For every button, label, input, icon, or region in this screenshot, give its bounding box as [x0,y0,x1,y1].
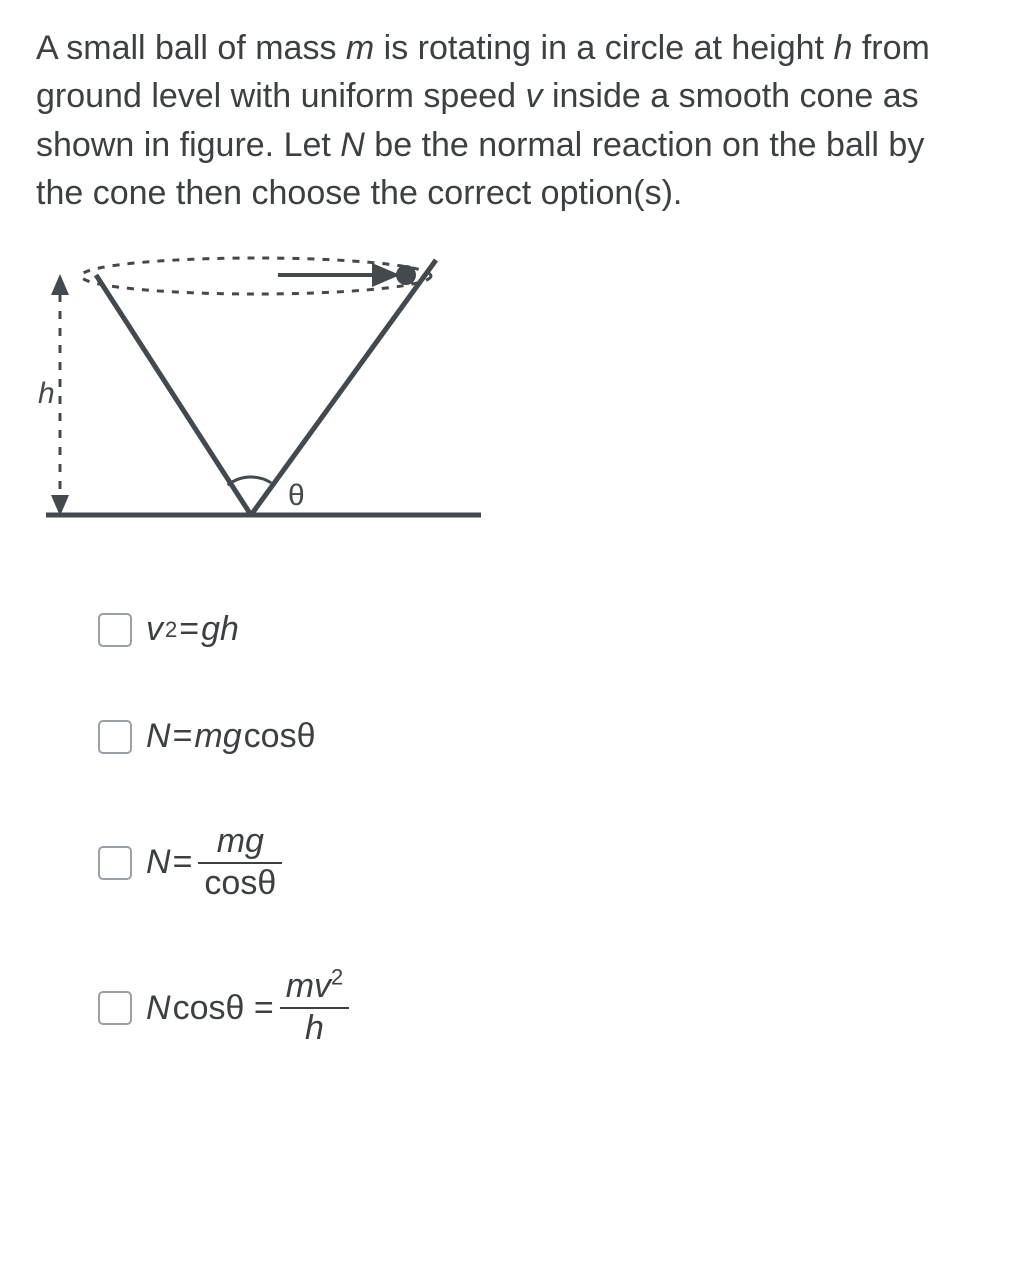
math-token: gh [201,610,239,649]
question-segment: N [340,126,365,164]
opt-d[interactable]: Ncosθ = mv2h [98,969,988,1046]
svg-text:θ: θ [288,479,305,512]
math-token: mg [217,822,264,860]
question-segment: v [526,77,543,115]
svg-text:h: h [38,377,55,410]
checkbox[interactable] [98,846,132,880]
checkbox[interactable] [98,613,132,647]
option-label: v2 = gh [146,610,239,649]
math-token: cosθ [204,864,276,902]
opt-a[interactable]: v2 = gh [98,610,988,649]
cone-diagram: hθ [36,235,988,550]
fraction: mg cosθ [198,824,282,901]
math-token: = [173,843,193,882]
math-token: = [179,610,199,649]
option-label: N = mg cosθ [146,824,286,901]
math-token: v [146,610,163,649]
checkbox[interactable] [98,991,132,1025]
math-token: N [146,989,171,1028]
math-token: 2 [331,965,343,990]
math-token: mv [286,967,331,1005]
opt-c[interactable]: N = mg cosθ [98,824,988,901]
question-segment: h [833,29,852,67]
checkbox[interactable] [98,720,132,754]
math-token: mg [194,717,241,756]
option-label: Ncosθ = mv2h [146,969,353,1046]
opt-b[interactable]: N = mg cosθ [98,717,988,756]
math-token: cosθ [244,717,316,756]
math-token: cosθ = [173,989,274,1028]
math-token: N [146,843,171,882]
math-token: = [173,717,193,756]
math-token: h [305,1009,324,1047]
option-label: N = mg cosθ [146,717,315,756]
question-segment: A small ball of mass [36,29,346,67]
question-segment: is rotating in a circle at height [374,29,833,67]
question-segment: m [346,29,374,67]
options-list: v2 = ghN = mg cosθN = mgcosθNcosθ = mv2h [98,610,988,1047]
math-token: N [146,717,171,756]
question-text: A small ball of mass m is rotating in a … [36,24,974,217]
fraction: mv2h [280,969,350,1046]
